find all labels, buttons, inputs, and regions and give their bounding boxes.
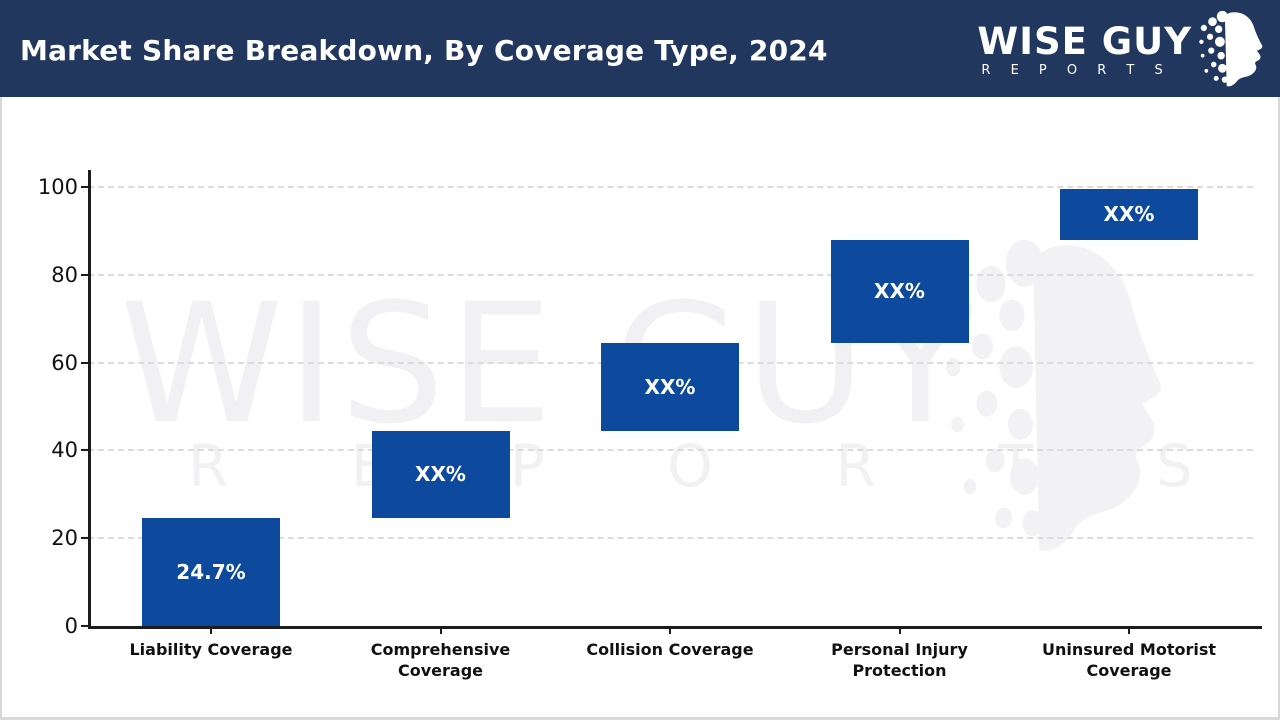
category-label-liability-coverage: Liability Coverage [129, 640, 293, 659]
y-tick-mark [81, 361, 88, 364]
x-tick-mark [898, 627, 901, 634]
x-tick-mark [1128, 627, 1130, 634]
bar-liability-coverage: 24.7% [142, 517, 280, 626]
gridline-y40 [88, 449, 1253, 452]
y-tick-mark [81, 537, 88, 540]
gridline-y20 [88, 537, 1253, 540]
x-tick-mark [669, 627, 671, 634]
logo-sub-text: R E P O R T S [981, 63, 1171, 78]
y-axis-line [88, 170, 91, 628]
x-tick-mark [439, 627, 442, 634]
y-tick-mark [81, 625, 88, 627]
y-tick-label: 100 [37, 175, 78, 199]
y-tick-label: 60 [51, 350, 78, 375]
y-tick-mark [81, 186, 88, 188]
category-label-collision-coverage: Collision Coverage [586, 640, 754, 659]
x-tick-mark [210, 627, 212, 634]
header-band: Market Share Breakdown, By Coverage Type… [0, 0, 1280, 97]
logo-name-text: WISE GUY [977, 20, 1192, 63]
wise-guy-reports-logo: WISE GUY R E P O R T S [977, 10, 1268, 90]
category-label-personal-injury-protection: Personal Injury Protection [831, 640, 968, 680]
page-border-bottom [0, 717, 1280, 720]
page-border-right [1278, 97, 1280, 720]
y-tick-label: 20 [51, 526, 78, 551]
y-tick-mark [81, 273, 88, 276]
bar-collision-coverage: XX% [601, 343, 739, 431]
y-tick-mark [81, 449, 88, 452]
bar-value-label: XX% [874, 279, 925, 304]
bar-value-label: 24.7% [176, 559, 246, 584]
page-border-left [0, 97, 2, 720]
bar-value-label: XX% [1103, 202, 1155, 227]
y-tick-label: 80 [51, 262, 78, 287]
chart-title: Market Share Breakdown, By Coverage Type… [20, 34, 828, 67]
x-axis-line [88, 626, 1262, 629]
y-tick-label: 0 [64, 614, 78, 638]
bar-uninsured-motorist-coverage: XX% [1060, 189, 1198, 240]
bar-personal-injury-protection: XX% [830, 239, 969, 344]
watermark-text-line1: WISE GUY [120, 268, 975, 460]
dotted-head-icon [1199, 10, 1263, 87]
gridline-y100 [88, 186, 1253, 188]
y-tick-label: 40 [51, 438, 78, 463]
gridline-y80 [88, 273, 1253, 276]
bar-comprehensive-coverage: XX% [371, 430, 510, 518]
bar-value-label: XX% [644, 374, 696, 399]
bar-value-label: XX% [415, 462, 466, 487]
category-label-comprehensive-coverage: Comprehensive Coverage [370, 640, 511, 680]
category-label-uninsured-motorist-coverage: Uninsured Motorist Coverage [1041, 640, 1217, 680]
